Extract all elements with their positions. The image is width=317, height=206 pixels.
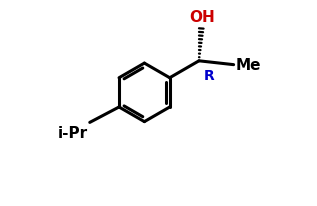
- Text: Me: Me: [236, 58, 262, 73]
- Text: i-Pr: i-Pr: [57, 125, 87, 140]
- Text: OH: OH: [189, 10, 215, 25]
- Text: R: R: [204, 69, 214, 83]
